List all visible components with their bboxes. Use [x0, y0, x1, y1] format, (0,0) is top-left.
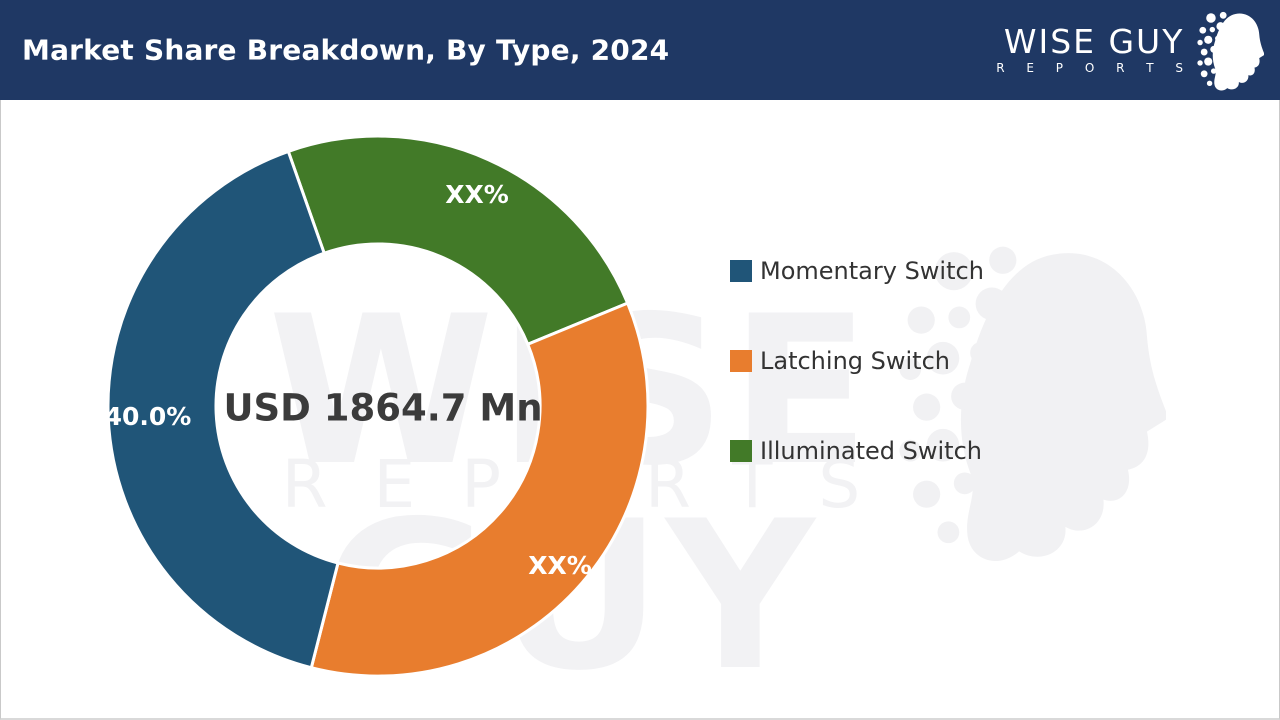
brand-logo: WISE GUY R E P O R T S: [996, 6, 1264, 94]
slice-latching-switch[interactable]: [309, 301, 650, 678]
legend-label-latching: Latching Switch: [760, 347, 950, 375]
brand-face-icon: [1197, 11, 1264, 91]
legend-label-illuminated: Illuminated Switch: [760, 437, 982, 465]
slice-illuminated-switch[interactable]: [286, 134, 630, 346]
donut-chart: 40.0% XX% XX%: [105, 134, 650, 678]
header-bar: Market Share Breakdown, By Type, 2024 WI…: [0, 0, 1280, 100]
slice-label-latching: XX%: [528, 551, 592, 580]
legend-item-momentary-switch[interactable]: Momentary Switch: [730, 257, 984, 285]
legend-item-illuminated-switch[interactable]: Illuminated Switch: [730, 437, 984, 465]
watermark-face-icon: [899, 246, 1166, 561]
donut-center-value: USD 1864.7 Mn: [223, 386, 543, 430]
brand-name: WISE GUY: [1003, 21, 1185, 61]
slice-label-illuminated: XX%: [445, 180, 509, 209]
page-title: Market Share Breakdown, By Type, 2024: [22, 33, 670, 67]
legend-swatch-momentary: [730, 260, 752, 282]
brand-subtitle: R E P O R T S: [996, 61, 1192, 76]
legend-swatch-latching: [730, 350, 752, 372]
chart-legend: Momentary Switch Latching Switch Illumin…: [730, 257, 984, 465]
legend-label-momentary: Momentary Switch: [760, 257, 984, 285]
slice-momentary-switch[interactable]: [106, 149, 340, 670]
brand-logo-text: WISE GUY R E P O R T S: [996, 21, 1192, 76]
legend-swatch-illuminated: [730, 440, 752, 462]
legend-item-latching-switch[interactable]: Latching Switch: [730, 347, 984, 375]
slice-label-momentary: 40.0%: [105, 402, 192, 431]
